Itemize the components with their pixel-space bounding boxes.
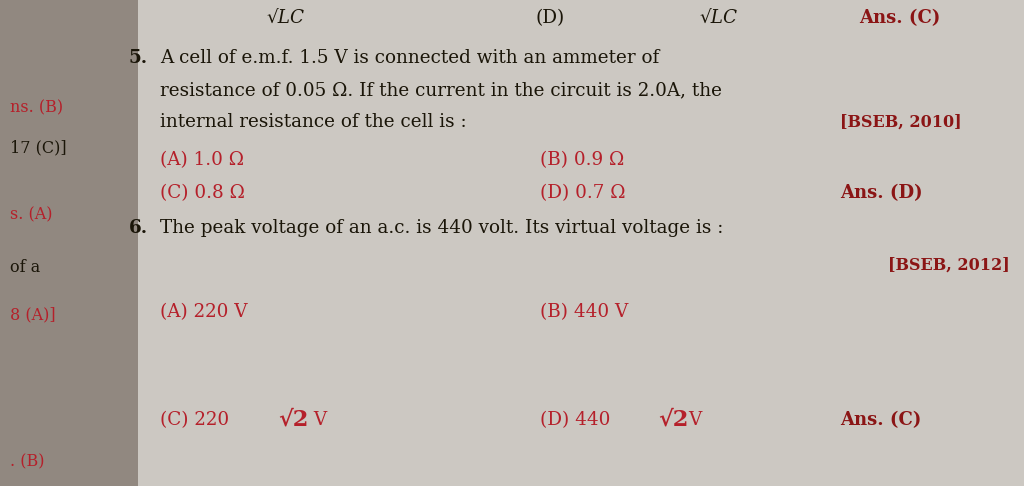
Text: 8 (A)]: 8 (A)] [10,307,55,324]
Text: 6.: 6. [129,219,148,237]
Text: . (B): . (B) [10,453,44,470]
Text: 17 (C)]: 17 (C)] [10,139,67,156]
Text: (D): (D) [536,9,564,27]
Text: √LC: √LC [699,9,737,27]
Text: (D) 440: (D) 440 [540,411,610,429]
Text: (C) 220: (C) 220 [160,411,229,429]
Text: 5.: 5. [129,49,148,67]
Text: (A) 1.0 Ω: (A) 1.0 Ω [160,151,244,169]
Text: (C) 0.8 Ω: (C) 0.8 Ω [160,184,245,202]
Text: Ans. (D): Ans. (D) [840,184,923,202]
Text: √LC: √LC [266,9,304,27]
Bar [0,0,138,486]
Text: ns. (B): ns. (B) [10,100,63,117]
Text: V: V [688,411,701,429]
Text: (B) 0.9 Ω: (B) 0.9 Ω [540,151,625,169]
Text: The peak voltage of an a.c. is 440 volt. Its virtual voltage is :: The peak voltage of an a.c. is 440 volt.… [160,219,723,237]
Text: [BSEB, 2012]: [BSEB, 2012] [888,257,1010,274]
Text: (A) 220 V: (A) 220 V [160,303,248,321]
Text: Ans. (C): Ans. (C) [840,411,922,429]
Text: [BSEB, 2010]: [BSEB, 2010] [840,114,962,131]
Text: s. (A): s. (A) [10,207,52,224]
Text: Ans. (C): Ans. (C) [859,9,941,27]
Text: V: V [308,411,327,429]
Text: resistance of 0.05 Ω. If the current in the circuit is 2.0A, the: resistance of 0.05 Ω. If the current in … [160,81,722,99]
Text: √2: √2 [278,409,308,431]
Text: √2: √2 [658,409,688,431]
Text: (B) 440 V: (B) 440 V [540,303,629,321]
Text: internal resistance of the cell is :: internal resistance of the cell is : [160,113,467,131]
Text: of a: of a [10,260,40,277]
Text: (D) 0.7 Ω: (D) 0.7 Ω [540,184,626,202]
Text: A cell of e.m.f. 1.5 V is connected with an ammeter of: A cell of e.m.f. 1.5 V is connected with… [160,49,659,67]
